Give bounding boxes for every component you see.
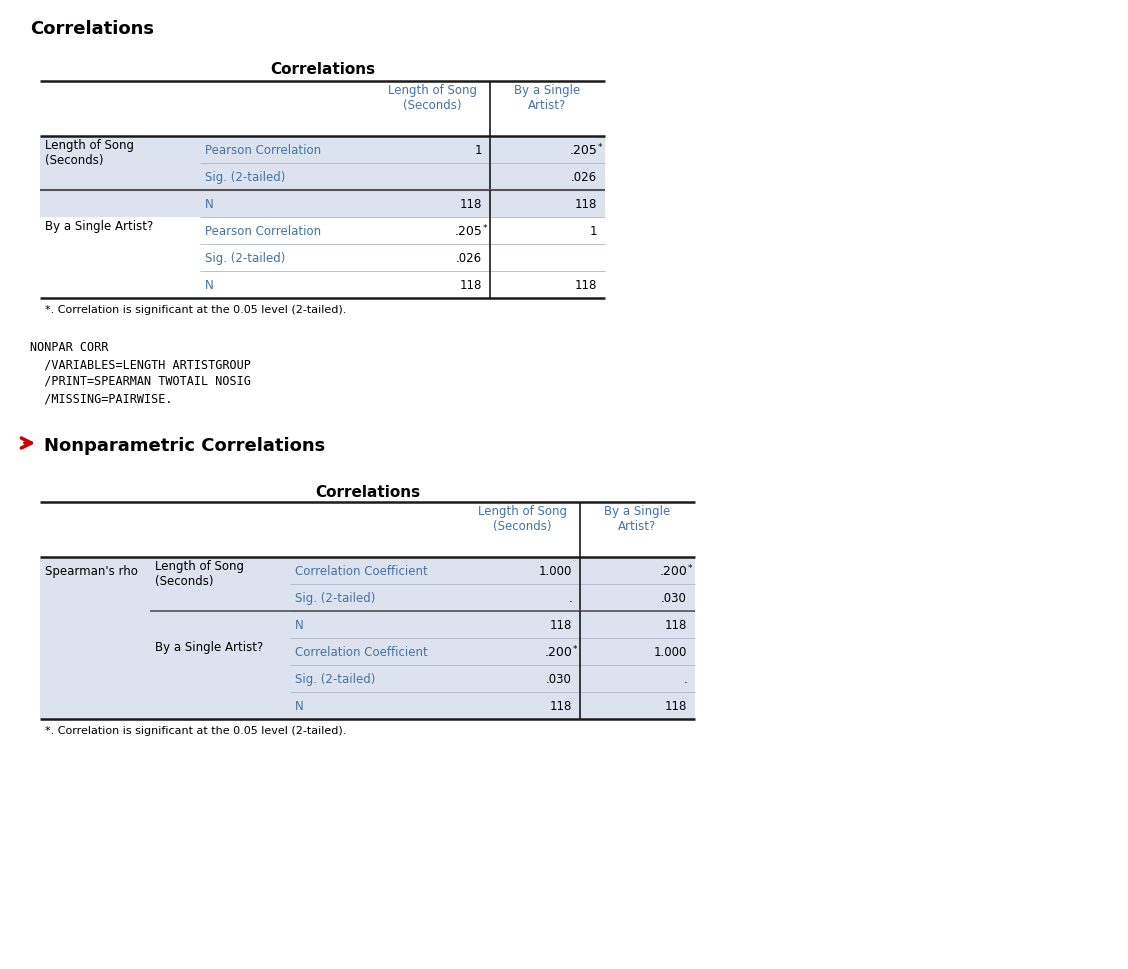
Text: 118: 118 — [574, 279, 597, 292]
Bar — [39, 137, 605, 164]
Text: 118: 118 — [549, 700, 572, 712]
Text: 1: 1 — [475, 143, 482, 157]
Text: .030: .030 — [661, 591, 687, 605]
Bar — [39, 191, 605, 218]
Text: Correlations: Correlations — [30, 20, 155, 38]
Text: N: N — [205, 279, 213, 292]
Text: 1.000: 1.000 — [539, 564, 572, 578]
Bar — [39, 557, 695, 584]
Text: 118: 118 — [664, 618, 687, 632]
Text: *: * — [483, 224, 487, 233]
Bar — [39, 611, 695, 639]
Bar — [39, 584, 695, 611]
Text: Length of Song
(Seconds): Length of Song (Seconds) — [388, 84, 477, 111]
Text: N: N — [296, 618, 303, 632]
Text: Nonparametric Correlations: Nonparametric Correlations — [44, 437, 325, 454]
Text: By a Single
Artist?: By a Single Artist? — [514, 84, 581, 111]
Text: .026: .026 — [456, 252, 482, 265]
Bar — [39, 218, 605, 245]
Text: Sig. (2-tailed): Sig. (2-tailed) — [296, 672, 376, 685]
Bar — [39, 271, 605, 298]
Text: .200: .200 — [544, 645, 572, 658]
Text: 118: 118 — [459, 198, 482, 211]
Text: By a Single Artist?: By a Single Artist? — [45, 220, 153, 233]
Text: .200: .200 — [659, 564, 687, 578]
Text: Length of Song
(Seconds): Length of Song (Seconds) — [45, 139, 134, 167]
Text: 118: 118 — [574, 198, 597, 211]
Text: 1.000: 1.000 — [653, 645, 687, 658]
Text: .205: .205 — [570, 143, 597, 157]
Text: NONPAR CORR: NONPAR CORR — [30, 341, 108, 354]
Text: *. Correlation is significant at the 0.05 level (2-tailed).: *. Correlation is significant at the 0.0… — [45, 725, 346, 735]
Text: Length of Song
(Seconds): Length of Song (Seconds) — [478, 505, 567, 532]
Text: .: . — [569, 591, 572, 605]
Text: *: * — [688, 563, 693, 573]
Bar — [39, 164, 605, 191]
Text: .205: .205 — [455, 225, 482, 237]
Text: *. Correlation is significant at the 0.05 level (2-tailed).: *. Correlation is significant at the 0.0… — [45, 304, 346, 315]
Bar — [39, 639, 695, 666]
Text: By a Single
Artist?: By a Single Artist? — [605, 505, 671, 532]
Text: .: . — [684, 672, 687, 685]
Text: 118: 118 — [664, 700, 687, 712]
Text: *: * — [598, 142, 602, 152]
Text: Correlation Coefficient: Correlation Coefficient — [296, 645, 428, 658]
Text: Pearson Correlation: Pearson Correlation — [205, 225, 321, 237]
Text: Sig. (2-tailed): Sig. (2-tailed) — [205, 252, 285, 265]
Bar — [39, 666, 695, 692]
Text: By a Single Artist?: By a Single Artist? — [155, 641, 263, 653]
Text: .030: .030 — [546, 672, 572, 685]
Text: Pearson Correlation: Pearson Correlation — [205, 143, 321, 157]
Bar — [39, 692, 695, 719]
Text: /MISSING=PAIRWISE.: /MISSING=PAIRWISE. — [30, 391, 173, 405]
Text: 118: 118 — [459, 279, 482, 292]
Text: .026: .026 — [571, 171, 597, 184]
Text: Length of Song
(Seconds): Length of Song (Seconds) — [155, 559, 244, 587]
Text: Correlations: Correlations — [315, 484, 420, 499]
Text: 1: 1 — [590, 225, 597, 237]
Text: *: * — [573, 644, 578, 653]
Text: Correlations: Correlations — [270, 62, 376, 77]
Text: 118: 118 — [549, 618, 572, 632]
Text: /PRINT=SPEARMAN TWOTAIL NOSIG: /PRINT=SPEARMAN TWOTAIL NOSIG — [30, 375, 250, 388]
Bar — [39, 245, 605, 271]
Text: Sig. (2-tailed): Sig. (2-tailed) — [296, 591, 376, 605]
Text: Sig. (2-tailed): Sig. (2-tailed) — [205, 171, 285, 184]
Text: N: N — [296, 700, 303, 712]
Text: Correlation Coefficient: Correlation Coefficient — [296, 564, 428, 578]
Text: Spearman's rho: Spearman's rho — [45, 564, 138, 578]
Text: N: N — [205, 198, 213, 211]
Text: /VARIABLES=LENGTH ARTISTGROUP: /VARIABLES=LENGTH ARTISTGROUP — [30, 358, 250, 370]
